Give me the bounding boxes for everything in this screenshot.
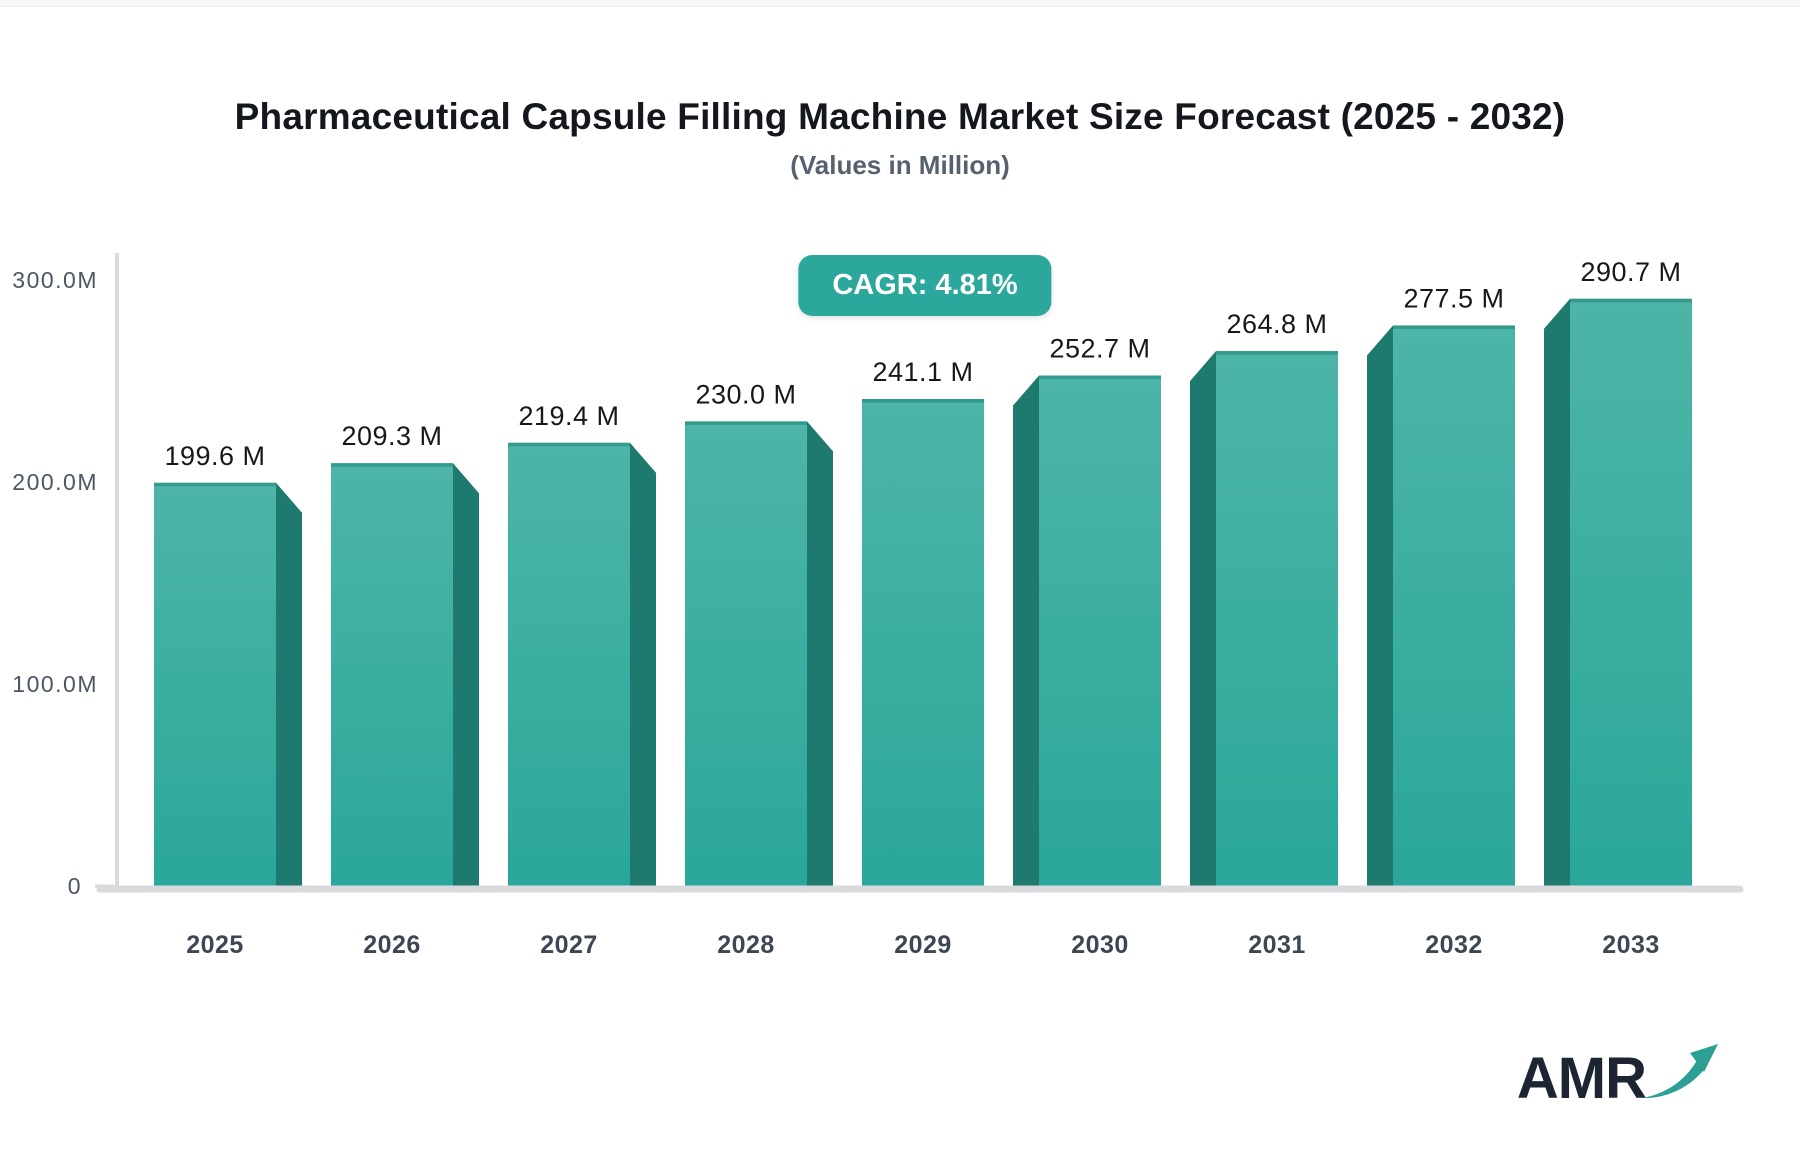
bar-top-edge — [331, 463, 453, 467]
cagr-badge: CAGR: 4.81% — [798, 255, 1052, 316]
bar-value-label: 230.0 M — [695, 379, 796, 409]
x-axis-year-label: 2031 — [1248, 931, 1306, 959]
chart-title: Pharmaceutical Capsule Filling Machine M… — [234, 96, 1566, 137]
bar-front-face — [1216, 351, 1338, 886]
bar: 209.3 M 2026 — [331, 421, 479, 959]
bar-value-label: 290.7 M — [1580, 257, 1681, 287]
bar: 252.7 M 2030 — [1013, 334, 1161, 959]
bar-value-label: 252.7 M — [1049, 334, 1150, 364]
x-axis-year-label: 2026 — [363, 931, 421, 959]
bar-side-face — [630, 442, 656, 886]
bar-value-label: 199.6 M — [164, 441, 265, 471]
bar-value-label: 264.8 M — [1226, 309, 1327, 339]
x-axis-year-label: 2030 — [1071, 931, 1129, 959]
bar-side-face — [276, 482, 302, 886]
bar-front-face — [1039, 375, 1161, 886]
bar: 264.8 M 2031 — [1190, 309, 1338, 959]
bar-side-face — [453, 463, 479, 886]
bar-top-edge — [154, 482, 276, 487]
bar-front-face — [1570, 298, 1692, 886]
bar-value-label: 241.1 M — [872, 357, 973, 387]
bar-front-face — [1393, 325, 1515, 886]
x-axis-year-label: 2029 — [894, 931, 952, 959]
x-axis-year-label: 2028 — [717, 931, 775, 959]
x-axis-year-label: 2027 — [540, 931, 598, 959]
bar: 219.4 M 2027 — [508, 401, 656, 959]
bar-side-face — [1544, 298, 1570, 886]
bar: 290.7 M 2033 — [1544, 257, 1692, 959]
bar: 277.5 M 2032 — [1367, 283, 1515, 959]
bar: 241.1 M 2029 — [862, 357, 984, 959]
bar: 199.6 M 2025 — [154, 441, 302, 959]
logo: AMR — [1517, 1042, 1722, 1108]
bar-top-edge — [685, 421, 807, 425]
bar-front-face — [508, 442, 630, 886]
bar-side-face — [1190, 351, 1216, 886]
bar-top-edge — [1393, 325, 1515, 329]
bar-side-face — [807, 421, 833, 886]
bar-side-face — [1367, 325, 1393, 886]
top-border-strip — [0, 0, 1800, 7]
growth-arrow-icon — [1642, 1044, 1718, 1099]
bar-top-edge — [862, 398, 984, 403]
bar-front-face — [331, 463, 453, 886]
x-axis-year-label: 2025 — [186, 931, 244, 959]
bar-value-label: 277.5 M — [1403, 283, 1504, 313]
bar-front-face — [862, 398, 984, 886]
y-tick-label: 0 — [68, 873, 82, 899]
bar-front-face — [685, 421, 807, 886]
bar-top-edge — [1570, 298, 1692, 303]
y-tick-label: 100.0M — [12, 671, 98, 697]
bar: 230.0 M 2028 — [685, 379, 833, 959]
y-tick-label: 300.0M — [12, 267, 98, 293]
x-axis-year-label: 2033 — [1602, 931, 1660, 959]
logo-text: AMR — [1516, 1046, 1647, 1111]
chart-subtitle: (Values in Million) — [790, 150, 1010, 180]
bar-value-label: 209.3 M — [341, 421, 442, 451]
bar-side-face — [1013, 375, 1039, 886]
bar-top-edge — [1216, 351, 1338, 355]
x-axis-year-label: 2032 — [1425, 931, 1483, 959]
bar-value-label: 219.4 M — [518, 401, 619, 431]
bar-front-face — [154, 482, 276, 886]
bar-top-edge — [508, 442, 630, 447]
bar-top-edge — [1039, 375, 1161, 380]
y-tick-label: 200.0M — [12, 469, 98, 495]
